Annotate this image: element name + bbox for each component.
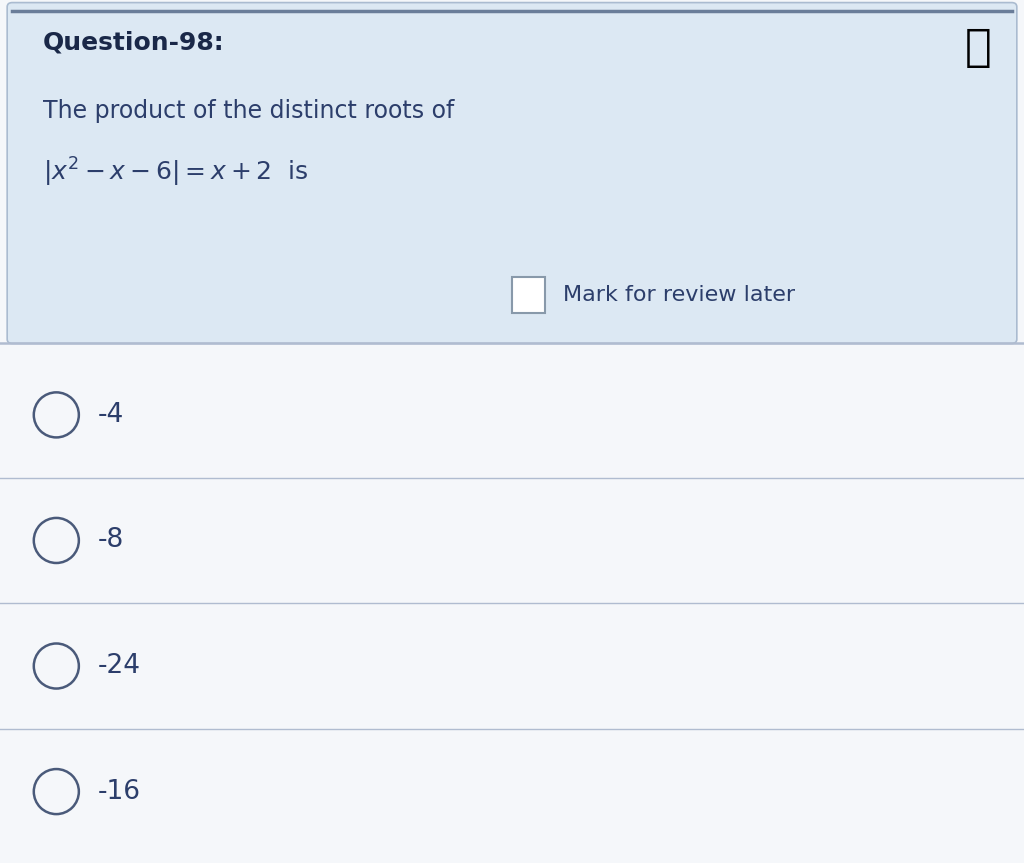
FancyBboxPatch shape (7, 3, 1017, 343)
Text: The product of the distinct roots of: The product of the distinct roots of (43, 99, 455, 123)
Text: -24: -24 (97, 653, 140, 679)
Text: -4: -4 (97, 402, 124, 428)
Text: Mark for review later: Mark for review later (563, 285, 796, 306)
Text: -8: -8 (97, 527, 124, 553)
Text: 🐛: 🐛 (965, 26, 991, 69)
Bar (512, 277, 545, 313)
Text: $|x^2 - x - 6| = x + 2$  is: $|x^2 - x - 6| = x + 2$ is (43, 155, 308, 188)
Text: -16: -16 (97, 778, 140, 804)
Text: Question-98:: Question-98: (43, 30, 224, 54)
